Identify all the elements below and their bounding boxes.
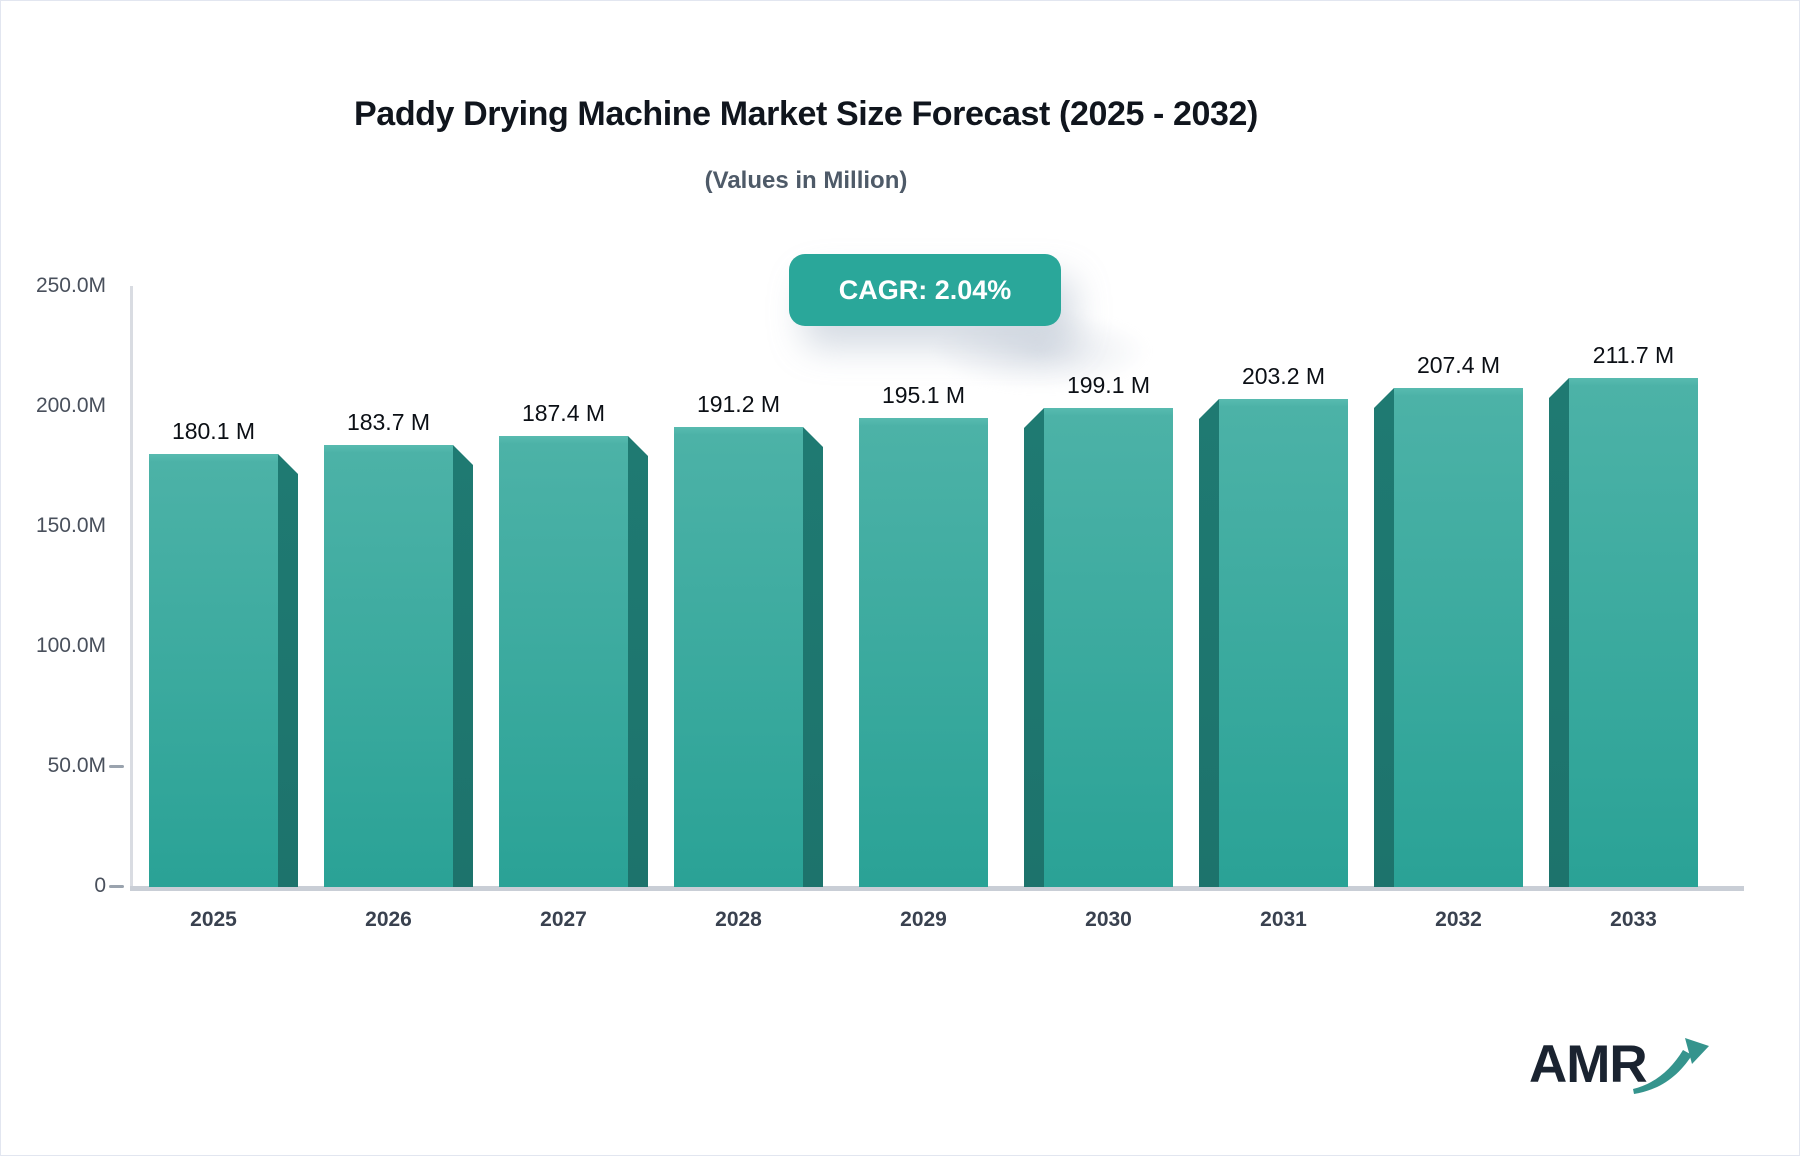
y-axis-tick-label: 0 (94, 874, 106, 897)
chart-title: Paddy Drying Machine Market Size Forecas… (354, 95, 1258, 133)
cagr-badge: CAGR: 2.04% (789, 254, 1061, 326)
x-axis-year-label: 2029 (900, 908, 947, 931)
x-axis-year-label: 2025 (190, 908, 237, 931)
x-axis-year-label: 2033 (1610, 908, 1657, 931)
y-axis-tick-mark (109, 885, 124, 888)
y-axis-tick-label: 50.0M (47, 754, 106, 777)
amr-logo-text: AMR (1529, 1035, 1648, 1094)
bar-side-face (1024, 408, 1044, 887)
bar-value-label: 180.1 M (171, 418, 256, 444)
bar-side-face (803, 427, 823, 887)
amr-logo: AMR (1529, 1035, 1709, 1105)
bar-2028[interactable] (674, 427, 803, 887)
y-axis-tick-mark (109, 765, 124, 768)
bar-2033[interactable] (1569, 378, 1698, 887)
bar-2032[interactable] (1394, 388, 1523, 887)
x-axis-year-label: 2027 (540, 908, 587, 931)
x-axis-year-label: 2031 (1260, 908, 1307, 931)
chart-subtitle: (Values in Million) (704, 167, 908, 194)
bar-value-label: 203.2 M (1241, 363, 1326, 389)
y-axis-tick-label: 250.0M (35, 274, 106, 297)
bar-value-label: 183.7 M (346, 409, 431, 435)
x-axis-year-label: 2030 (1085, 908, 1132, 931)
y-axis-line (130, 286, 133, 887)
x-axis-year-label: 2028 (715, 908, 762, 931)
amr-logo-arrow-icon (1633, 1038, 1709, 1094)
bar-2027[interactable] (499, 436, 628, 887)
bar-2026[interactable] (324, 445, 453, 887)
bar-side-face (453, 445, 473, 887)
y-axis-tick-label: 100.0M (35, 634, 106, 657)
bar-2025[interactable] (149, 454, 278, 887)
bar-side-face (1549, 378, 1569, 887)
bar-value-label: 191.2 M (696, 391, 781, 417)
bar-2030[interactable] (1044, 408, 1173, 887)
y-axis-tick-label: 200.0M (35, 394, 106, 417)
x-axis-year-label: 2026 (365, 908, 412, 931)
bar-side-face (1199, 399, 1219, 887)
x-axis-line (130, 886, 1744, 891)
bar-2029[interactable] (859, 418, 988, 887)
bar-side-face (1374, 388, 1394, 887)
bar-value-label: 207.4 M (1416, 352, 1501, 378)
bar-side-face (628, 436, 648, 887)
y-axis-tick-label: 150.0M (35, 514, 106, 537)
x-axis-year-label: 2032 (1435, 908, 1482, 931)
bar-side-face (278, 454, 298, 887)
bar-value-label: 187.4 M (521, 400, 606, 426)
bar-value-label: 199.1 M (1066, 372, 1151, 398)
bar-2031[interactable] (1219, 399, 1348, 887)
bar-value-label: 211.7 M (1592, 342, 1675, 368)
bar-value-label: 195.1 M (881, 382, 966, 408)
